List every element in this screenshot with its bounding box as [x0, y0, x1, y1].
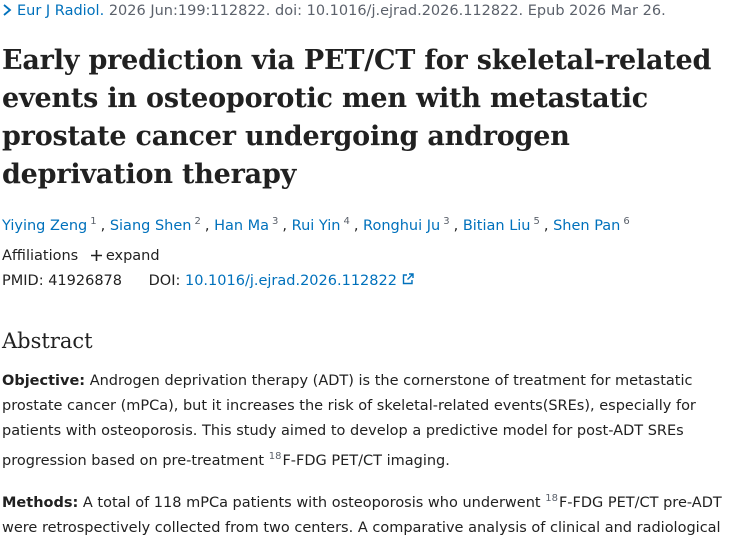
author-list: Yiying Zeng 1, Siang Shen 2, Han Ma 3, Rui … — [2, 216, 748, 234]
author-name[interactable]: Yiying Zeng — [2, 218, 88, 234]
author-separator: , — [100, 218, 106, 234]
article: Eur J Radiol. 2026 Jun:199:112822. doi: … — [0, 3, 748, 541]
superscript: 18 — [545, 493, 558, 504]
section-text: Androgen deprivation therapy (ADT) is th… — [2, 373, 696, 469]
abstract-section: Objective: Androgen deprivation therapy … — [2, 369, 748, 474]
page: PubMed article { "citation": {"journal":… — [0, 3, 750, 536]
author-separator: , — [353, 218, 359, 234]
pmid-label: PMID: — [2, 273, 44, 289]
journal-link[interactable]: Eur J Radiol. — [17, 3, 105, 19]
section-text: A total of 118 mPCa patients with osteop… — [82, 495, 546, 511]
abstract-section: Methods: A total of 118 mPCa patients wi… — [2, 486, 748, 541]
abstract-heading: Abstract — [2, 329, 93, 353]
author-name[interactable]: Shen Pan — [553, 218, 621, 234]
affiliations-label: Affiliations — [2, 248, 79, 264]
author-name[interactable]: Ronghui Ju — [363, 218, 441, 234]
author-name[interactable]: Siang Shen — [109, 218, 192, 234]
doi-link[interactable]: 10.1016/j.ejrad.2026.112822 — [185, 273, 414, 289]
pmid: 41926878 — [48, 273, 123, 289]
chevron-icon — [3, 4, 12, 16]
expand-label: expand — [105, 248, 160, 264]
affiliation-number: 2 — [194, 216, 201, 227]
author-name[interactable]: Bitian Liu — [462, 218, 531, 234]
article-title: Early prediction via PET/CT for skeletal… — [2, 45, 712, 190]
author-separator: , — [204, 218, 210, 234]
author-separator: , — [282, 218, 288, 234]
doi-label: DOI: — [148, 273, 181, 289]
doi: 10.1016/j.ejrad.2026.112822 — [184, 273, 397, 289]
affiliation-number: 3 — [443, 216, 450, 227]
author-separator: , — [543, 218, 549, 234]
citation-details: 2026 Jun:199:112822. doi: 10.1016/j.ejra… — [108, 3, 666, 19]
identifiers: PMID: 41926878 DOI: 10.1016/j.ejrad.2026… — [2, 273, 748, 289]
author-name[interactable]: Han Ma — [214, 218, 270, 234]
affiliation-number: 5 — [533, 216, 540, 227]
expand-toggle[interactable]: expand — [90, 248, 160, 264]
abstract-body: Objective: Androgen deprivation therapy … — [2, 369, 748, 541]
author-name[interactable]: Rui Yin — [291, 218, 341, 234]
author-separator: , — [453, 218, 459, 234]
external-link-icon — [402, 273, 414, 285]
section-text: F-FDG PET/CT imaging. — [282, 453, 450, 469]
affiliation-number: 4 — [343, 216, 350, 227]
body: Eur J Radiol. 2026 Jun:199:112822. doi: … — [0, 3, 750, 536]
affiliation-number: 3 — [272, 216, 279, 227]
section-label: Methods: — [2, 495, 79, 511]
affiliation-number: 1 — [90, 216, 97, 227]
superscript: 18 — [268, 451, 282, 462]
citation: Eur J Radiol. 2026 Jun:199:112822. doi: … — [2, 3, 748, 19]
plus-icon — [90, 250, 102, 261]
affiliation-number: 6 — [623, 216, 630, 227]
affiliations-row: Affiliations expand — [2, 248, 748, 264]
section-label: Objective: — [2, 373, 86, 389]
